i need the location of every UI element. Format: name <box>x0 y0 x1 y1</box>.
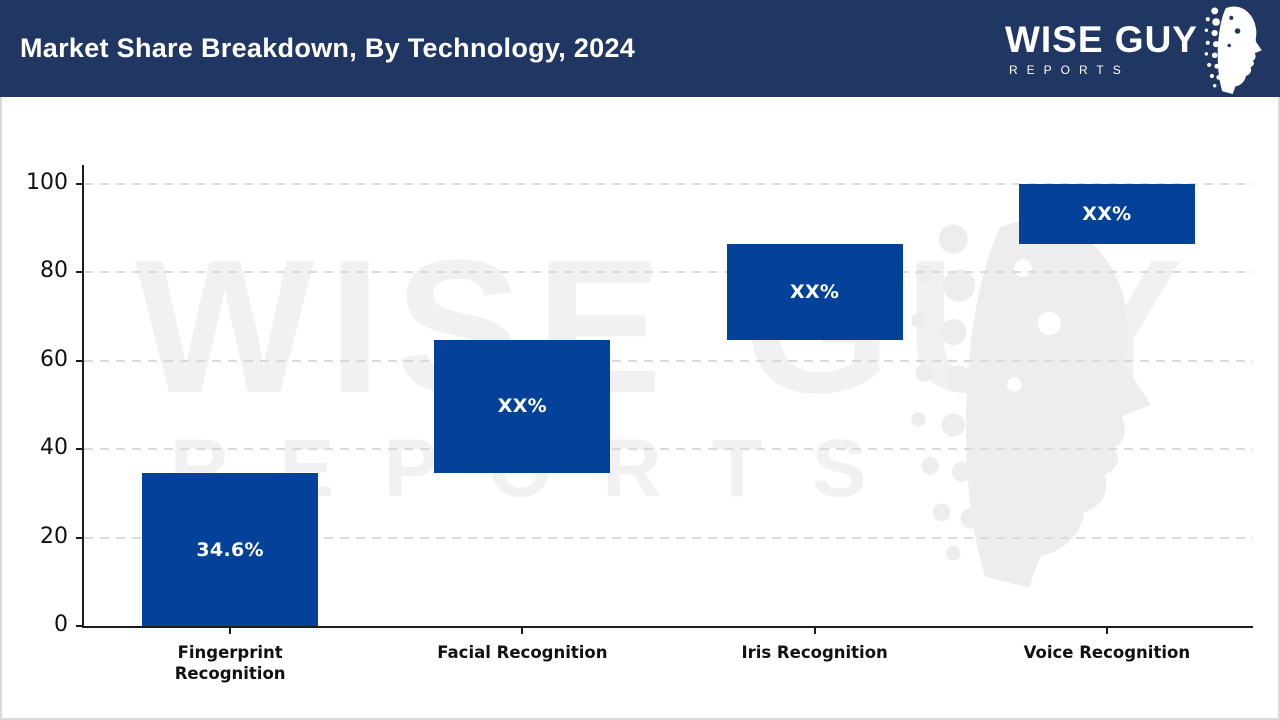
bar-value-label: 34.6% <box>196 538 264 561</box>
logo-face-icon <box>1204 6 1262 94</box>
gridline-80 <box>84 271 1253 274</box>
category-label: Fingerprint Recognition <box>174 643 286 684</box>
bar-fingerprint-recognition: 34.6% <box>142 473 319 626</box>
y-tick-mark <box>76 536 84 539</box>
y-tick-mark <box>76 183 84 185</box>
header-bar: Market Share Breakdown, By Technology, 2… <box>0 0 1280 97</box>
y-tick-label: 40 <box>40 435 68 461</box>
logo-wordmark: WISE GUY <box>1004 18 1198 60</box>
x-axis-line <box>82 626 1253 628</box>
gridline-60 <box>84 359 1253 362</box>
category-label: Voice Recognition <box>1023 643 1191 662</box>
bar-value-label: XX% <box>497 395 547 418</box>
x-tick-mark <box>229 628 232 634</box>
y-tick-mark <box>76 625 84 627</box>
y-axis-line <box>82 165 84 628</box>
wiseguy-logo: WISE GUY REPORTS <box>1005 4 1264 94</box>
y-tick-mark <box>76 271 84 274</box>
y-tick-label: 80 <box>40 258 68 284</box>
bar-voice-recognition: XX% <box>1018 184 1195 245</box>
y-tick-label: 20 <box>40 523 68 549</box>
x-tick-mark <box>1105 628 1108 634</box>
gridline-20 <box>84 536 1253 539</box>
category-label: Facial Recognition <box>437 643 608 662</box>
category-label: Iris Recognition <box>741 643 888 662</box>
logo-text: WISE GUY REPORTS <box>1005 21 1198 77</box>
bar-iris-recognition: XX% <box>726 244 903 340</box>
gridline-40 <box>84 448 1253 451</box>
chart-title: Market Share Breakdown, By Technology, 2… <box>20 33 636 63</box>
y-tick-mark <box>76 359 84 362</box>
logo-subtext: REPORTS <box>1008 62 1130 77</box>
y-tick-label: 100 <box>26 170 68 195</box>
y-tick-label: 60 <box>40 346 68 372</box>
y-tick-label: 0 <box>54 612 68 637</box>
y-tick-mark <box>76 448 84 451</box>
gridline-100 <box>84 183 1253 185</box>
bar-value-label: XX% <box>1082 203 1132 226</box>
bar-facial-recognition: XX% <box>434 339 611 474</box>
x-tick-mark <box>813 628 816 634</box>
x-tick-mark <box>521 628 524 634</box>
bar-value-label: XX% <box>790 280 840 303</box>
